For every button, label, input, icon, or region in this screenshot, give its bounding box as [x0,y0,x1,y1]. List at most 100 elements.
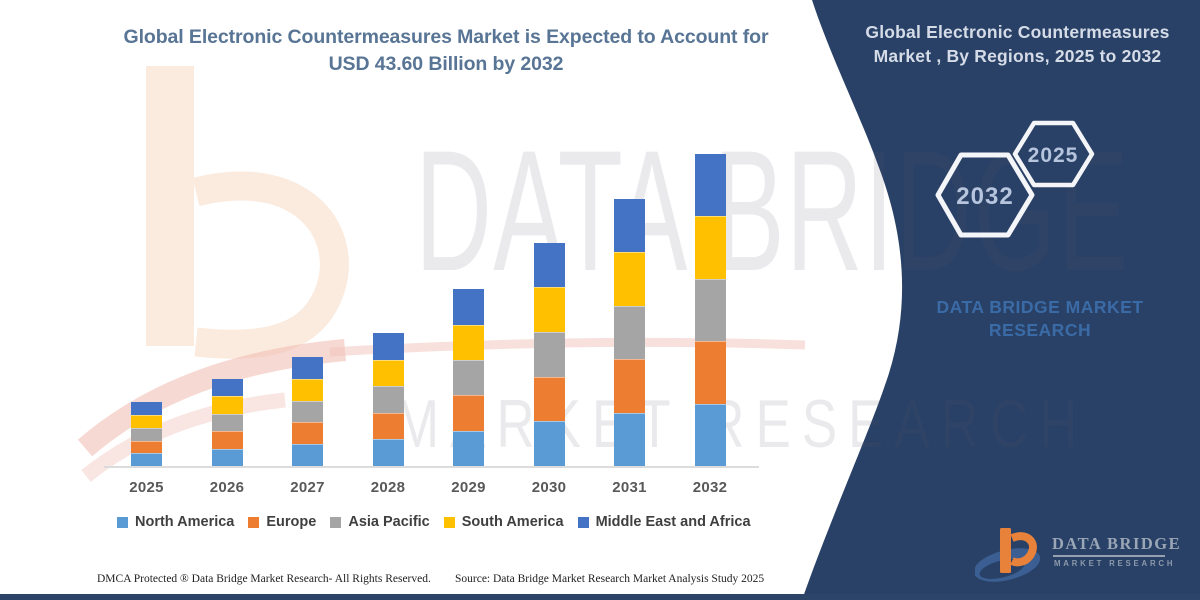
dbmr-logo [975,528,1041,582]
hexagon-2025-label: 2025 [1028,144,1079,167]
bar-2025 [131,402,162,466]
bar-segment-north-america-2030 [533,421,565,466]
bar-segment-north-america-2025 [131,453,162,466]
x-axis-label-2025: 2025 [129,479,164,496]
hexagon-2025 [1012,120,1095,188]
hexagon-2032-label: 2032 [956,183,1013,210]
x-axis-label-2030: 2030 [531,479,567,496]
legend-item-middle-east-and-africa: Middle East and Africa [577,514,751,530]
watermark-swoosh-lower [81,392,286,482]
page-title-line2: USD 43.60 Billion by 2032 [328,53,564,75]
bar-segment-middle-east-and-africa-2026 [211,378,243,397]
legend-label-europe: Europe [266,514,317,530]
x-axis-label-2032: 2032 [692,479,728,496]
bar-segment-south-america-2031 [614,252,645,306]
bar-segment-europe-2027 [292,422,323,445]
bar-2027 [292,357,323,466]
panel-title-line1: Global Electronic Countermeasures [865,22,1170,42]
bar-segment-south-america-2030 [533,287,565,332]
bar-segment-north-america-2027 [292,444,323,466]
legend-label-north-america: North America [135,514,235,530]
bar-segment-middle-east-and-africa-2029 [453,289,484,325]
bar-segment-middle-east-and-africa-2031 [614,199,645,253]
bar-segment-north-america-2028 [372,439,404,466]
logo-underline [1053,555,1165,557]
bar-2029 [453,289,484,466]
bar-2031 [614,199,645,466]
watermark-b-bowl [192,171,349,359]
footer-dmca-text: DMCA Protected ® Data Bridge Market Rese… [97,573,431,585]
bar-segment-south-america-2028 [372,359,404,387]
bar-segment-asia-pacific-2025 [131,427,162,441]
page-title: Global Electronic Countermeasures Market… [85,24,807,78]
legend-label-middle-east-and-africa: Middle East and Africa [595,514,751,530]
bar-segment-north-america-2031 [614,412,645,466]
bar-segment-asia-pacific-2026 [211,413,243,432]
bar-segment-south-america-2025 [131,415,162,428]
bar-2026 [211,378,243,466]
x-axis-line [104,466,759,468]
bar-segment-asia-pacific-2028 [372,386,404,413]
bar-2028 [372,332,404,466]
x-axis-label-2028: 2028 [370,479,406,496]
x-axis-label-2027: 2027 [290,479,325,496]
bar-segment-europe-2026 [211,431,243,449]
bar-segment-europe-2032 [694,341,726,404]
legend-swatch-south-america [443,517,455,528]
bar-2030 [533,242,565,466]
logo-name-text: DATA BRIDGE [1052,534,1182,553]
bar-segment-asia-pacific-2031 [614,305,645,360]
bar-segment-middle-east-and-africa-2032 [694,154,726,217]
bar-segment-europe-2030 [533,376,565,422]
bar-segment-north-america-2029 [453,430,484,466]
bar-segment-europe-2028 [372,412,404,440]
legend-swatch-north-america [117,517,128,528]
watermark-b-stem [146,66,194,346]
panel-watermark-line2: RESEARCH [988,320,1092,340]
logo-b-bowl [1010,532,1037,567]
bar-segment-middle-east-and-africa-2028 [372,332,404,360]
footer-source-text: Source: Data Bridge Market Research Mark… [455,573,765,585]
bar-segment-middle-east-and-africa-2030 [533,242,565,288]
watermark-swoosh-left [77,339,346,457]
bar-segment-south-america-2032 [694,216,726,279]
bar-segment-south-america-2027 [292,378,323,401]
bar-segment-asia-pacific-2027 [292,400,323,423]
logo-tagline-text: MARKET RESEARCH [1054,559,1176,568]
bar-segment-middle-east-and-africa-2025 [131,402,162,416]
bar-segment-europe-2029 [453,395,484,431]
page-title-line1: Global Electronic Countermeasures Market… [123,26,769,48]
x-axis-label-2029: 2029 [451,479,486,496]
bar-segment-north-america-2026 [211,448,243,466]
legend-item-south-america: South America [443,514,564,530]
bar-segment-europe-2025 [131,440,162,454]
panel-watermark-line1: DATA BRIDGE MARKET [936,297,1144,317]
logo-b-stem [1000,528,1011,573]
bar-segment-asia-pacific-2029 [453,359,484,396]
bar-2032 [694,154,726,466]
bar-segment-north-america-2032 [694,403,726,466]
bar-segment-europe-2031 [614,359,645,413]
x-axis-label-2026: 2026 [209,479,245,496]
bar-segment-south-america-2029 [453,324,484,360]
x-axis-label-2031: 2031 [612,479,647,496]
bar-segment-south-america-2026 [211,396,243,414]
legend-swatch-middle-east-and-africa [577,517,589,528]
hexagon-2032 [935,152,1035,238]
legend-item-asia-pacific: Asia Pacific [330,514,430,530]
panel-title: Global Electronic Countermeasures Market… [845,20,1190,68]
legend-swatch-europe [248,517,260,528]
bar-segment-asia-pacific-2030 [533,332,565,377]
bar-segment-middle-east-and-africa-2027 [292,357,323,379]
navy-panel-shape [802,0,1200,600]
legend-label-south-america: South America [461,514,564,530]
chart-legend: North America Europe Asia Pacific South Ame… [117,514,751,530]
legend-label-asia-pacific: Asia Pacific [348,514,430,530]
panel-watermark-text: DATA BRIDGE MARKET RESEARCH [905,296,1175,342]
legend-swatch-asia-pacific [330,517,342,528]
bottom-border-strip [0,594,1200,600]
